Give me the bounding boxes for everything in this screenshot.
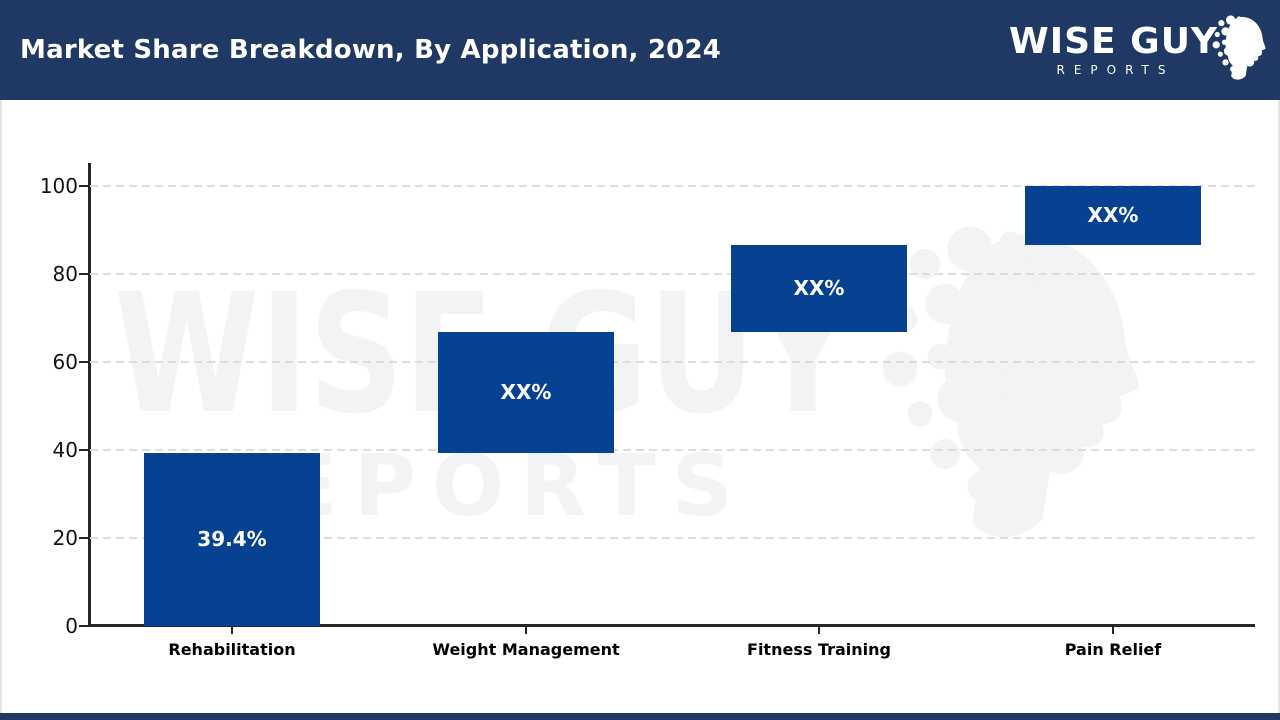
- x-category-label: Fitness Training: [747, 640, 891, 659]
- gridline-80: [90, 273, 1255, 275]
- wise-guy-logo: WISE GUY REPORTS: [1009, 6, 1272, 94]
- x-tick-mark: [231, 626, 233, 634]
- gridline-40: [90, 449, 1255, 451]
- y-tick-label: 60: [52, 350, 78, 374]
- y-tick-label: 100: [39, 174, 78, 198]
- y-tick-label: 40: [52, 438, 78, 462]
- footer-bar: [0, 713, 1280, 720]
- bar-value-label: XX%: [793, 276, 845, 301]
- bar-weight-management: XX%: [438, 331, 614, 453]
- x-tick-mark: [1112, 626, 1114, 634]
- y-tick-mark: [79, 185, 88, 187]
- y-tick-mark: [79, 449, 88, 451]
- head-profile-icon: [1212, 15, 1266, 80]
- y-tick-mark: [79, 625, 88, 627]
- gridline-100: [90, 185, 1255, 187]
- plot-area: WISE GUY REPORTS 0 20 40 60 80 100 39.4% Rehabi…: [0, 100, 1280, 713]
- logo-text: WISE GUY REPORTS: [1008, 20, 1218, 77]
- y-tick-mark: [79, 537, 88, 539]
- bar-fitness-training: XX%: [731, 244, 907, 332]
- bar-value-label: 39.4%: [197, 527, 267, 552]
- bar-rehabilitation: 39.4%: [144, 452, 320, 626]
- bar-value-label: XX%: [500, 380, 552, 405]
- x-tick-mark: [525, 626, 527, 634]
- bar-value-label: XX%: [1087, 203, 1139, 228]
- watermark-head-icon: [882, 226, 1139, 538]
- x-category-label: Weight Management: [432, 640, 620, 659]
- x-category-label: Rehabilitation: [168, 640, 296, 659]
- chart-title: Market Share Breakdown, By Application, …: [20, 35, 722, 65]
- gridline-60: [90, 361, 1255, 363]
- y-tick-label: 20: [52, 526, 78, 550]
- y-tick-label: 80: [52, 262, 78, 286]
- x-category-label: Pain Relief: [1064, 640, 1162, 659]
- y-axis-spine: [88, 163, 91, 626]
- header-bar: Market Share Breakdown, By Application, …: [0, 0, 1280, 100]
- x-tick-mark: [818, 626, 820, 634]
- logo-name: WISE GUY: [1008, 20, 1218, 62]
- x-axis-spine: [88, 624, 1255, 627]
- y-tick-label: 0: [65, 614, 78, 638]
- bar-pain-relief: XX%: [1025, 186, 1201, 245]
- gridline-20: [90, 537, 1255, 539]
- logo-subtitle: REPORTS: [1056, 62, 1175, 77]
- y-tick-mark: [79, 361, 88, 363]
- y-tick-mark: [79, 273, 88, 275]
